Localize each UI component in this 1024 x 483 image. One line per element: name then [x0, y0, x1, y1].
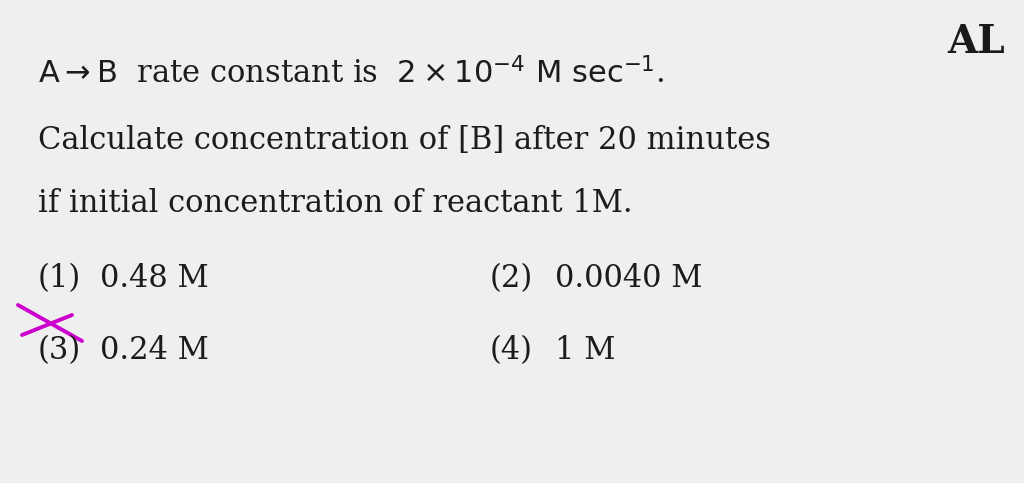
Text: (3): (3)	[38, 335, 81, 366]
Text: (2): (2)	[490, 263, 534, 294]
Text: (1): (1)	[38, 263, 81, 294]
Text: 0.24 M: 0.24 M	[100, 335, 209, 366]
Text: 0.0040 M: 0.0040 M	[555, 263, 702, 294]
Text: if initial concentration of reactant 1M.: if initial concentration of reactant 1M.	[38, 188, 633, 219]
Text: (4): (4)	[490, 335, 534, 366]
Text: AL: AL	[947, 23, 1005, 61]
Text: Calculate concentration of [B] after 20 minutes: Calculate concentration of [B] after 20 …	[38, 125, 771, 156]
Text: 1 M: 1 M	[555, 335, 615, 366]
Text: $\mathrm{A \rightarrow B}$  rate constant is  $2 \times 10^{-4}\ \mathrm{M\ sec^: $\mathrm{A \rightarrow B}$ rate constant…	[38, 58, 665, 90]
Text: 0.48 M: 0.48 M	[100, 263, 209, 294]
